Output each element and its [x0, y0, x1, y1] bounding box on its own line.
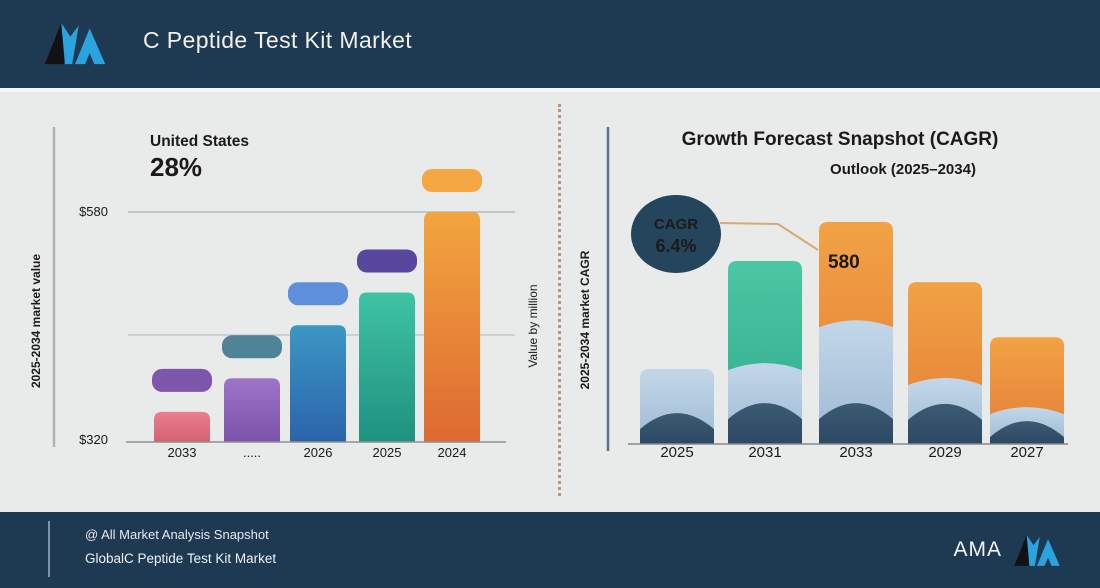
cap-2026 — [288, 282, 348, 306]
footer-line1: @ All Market Analysis Snapshot — [85, 527, 269, 542]
value-by-million-label: Value by million — [526, 284, 540, 367]
segment-2031-base — [728, 403, 802, 444]
segment-2029-base — [908, 403, 982, 444]
cagr-badge: CAGR 6.4% — [631, 195, 721, 273]
right-y-axis-title: 2025-2034 market CAGR — [578, 250, 592, 389]
us-market-panel: United States 28% $580 $320 2025-2034 ma… — [0, 92, 560, 512]
growth-forecast-panel: Growth Forecast Snapshot (CAGR) Outlook … — [560, 92, 1100, 512]
cap-2024 — [422, 169, 482, 192]
ama-logo-footer-icon — [1014, 534, 1060, 566]
ytick-320: $320 — [79, 432, 108, 447]
header-bar: C Peptide Test Kit Market — [0, 0, 1100, 88]
segment-2033-base — [819, 403, 893, 444]
main-area: United States 28% $580 $320 2025-2034 ma… — [0, 88, 1100, 512]
bar-2025 — [359, 292, 415, 442]
left-x-axis-labels: 2033 ..... 2026 2025 2024 — [168, 445, 467, 460]
footer-brand: AMA — [953, 530, 1062, 570]
xlabel-2029r: 2029 — [928, 444, 961, 461]
cap-2025 — [357, 249, 417, 273]
xlabel-2025: 2025 — [373, 445, 402, 460]
us-market-chart: United States 28% $580 $320 2025-2034 ma… — [29, 127, 540, 460]
xlabel-dots: ..... — [243, 445, 261, 460]
cagr-badge-label: CAGR — [654, 216, 698, 233]
cagr-bubble — [631, 195, 721, 273]
bar-..... — [224, 378, 280, 442]
xlabel-2027r: 2027 — [1010, 444, 1043, 461]
ytick-580: $580 — [79, 204, 108, 219]
cagr-connector-line — [719, 222, 819, 251]
growth-forecast-chart: Growth Forecast Snapshot (CAGR) Outlook … — [578, 127, 1068, 461]
left-bars-group — [152, 169, 482, 442]
xlabel-2025r: 2025 — [660, 444, 693, 461]
segment-2027-base — [990, 421, 1064, 444]
cap-2033 — [152, 368, 212, 392]
bar-2024 — [424, 212, 480, 442]
segment-2025-base — [640, 413, 714, 444]
left-chart-title: United States — [150, 133, 249, 150]
xlabel-2031r: 2031 — [748, 444, 781, 461]
bar-2026 — [290, 325, 346, 442]
footer-brand-name: AMA — [953, 538, 1002, 561]
footer-line2: GlobalC Peptide Test Kit Market — [85, 551, 277, 566]
right-chart-title: Growth Forecast Snapshot (CAGR) — [682, 129, 999, 150]
left-chart-highlight: 28% — [150, 152, 202, 182]
ama-logo-icon — [44, 22, 106, 65]
panel-divider — [558, 104, 561, 496]
annotation-580: 580 — [828, 252, 860, 273]
cap-..... — [222, 335, 282, 359]
xlabel-2026: 2026 — [304, 445, 333, 460]
bar-2033 — [154, 411, 210, 442]
left-y-axis-title: 2025-2034 market value — [29, 254, 43, 388]
page-title: C Peptide Test Kit Market — [143, 27, 413, 53]
right-bars-group — [640, 222, 1064, 444]
xlabel-2024: 2024 — [438, 445, 467, 460]
footer-text: @ All Market Analysis Snapshot GlobalC P… — [85, 523, 276, 571]
xlabel-2033: 2033 — [168, 445, 197, 460]
cagr-badge-value: 6.4% — [655, 236, 696, 256]
right-chart-subtitle: Outlook (2025–2034) — [830, 161, 976, 178]
footer-divider-line — [48, 521, 50, 577]
xlabel-2033r: 2033 — [839, 444, 872, 461]
footer-bar: @ All Market Analysis Snapshot GlobalC P… — [0, 512, 1100, 588]
right-x-axis-labels: 2025 2031 2033 2029 2027 — [660, 444, 1043, 461]
